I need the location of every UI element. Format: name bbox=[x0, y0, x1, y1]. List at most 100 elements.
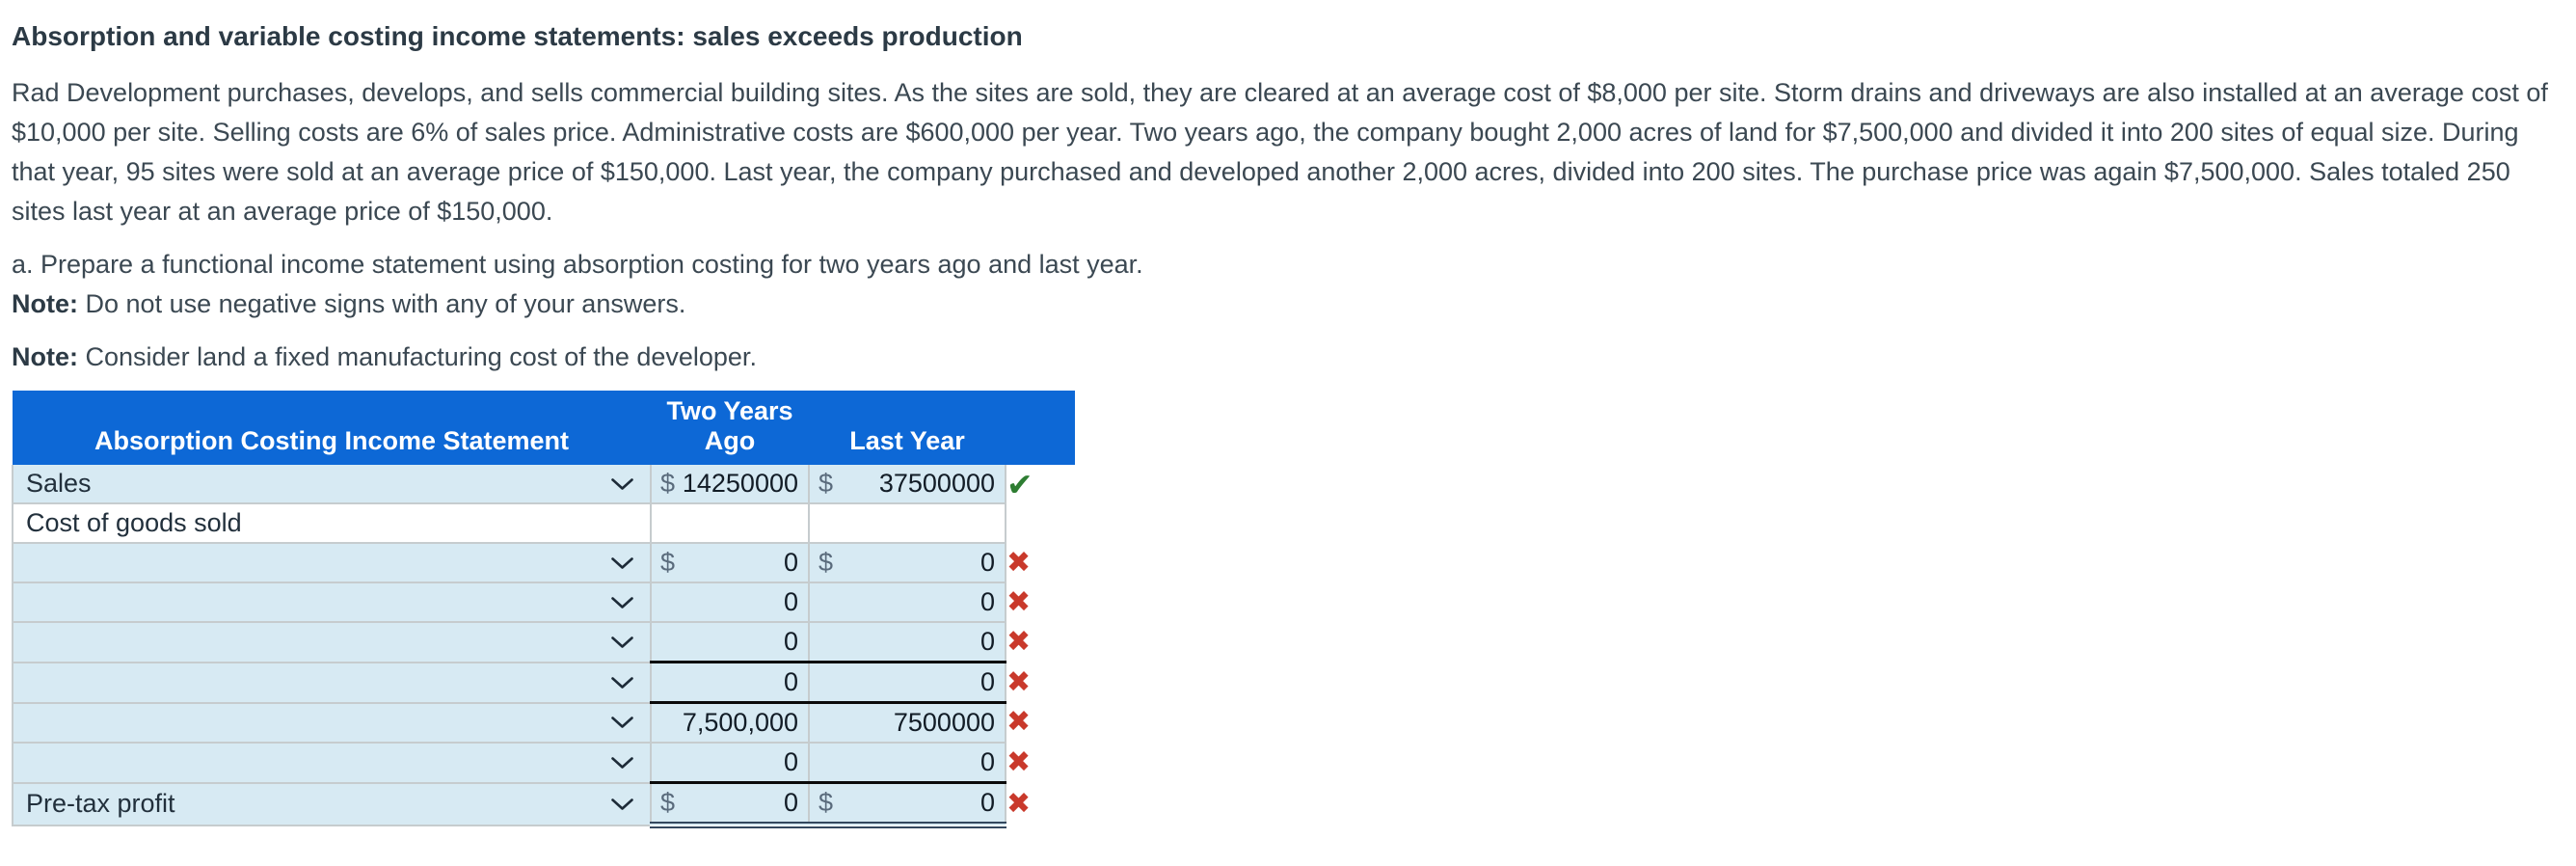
chevron-down-icon bbox=[611, 556, 633, 569]
account-label: Pre-tax profit bbox=[26, 789, 175, 818]
dollar-sign: $ bbox=[660, 469, 676, 498]
column-header-last-year: Last Year bbox=[809, 391, 1006, 465]
amount-input-two-years-ago[interactable]: 0 bbox=[650, 742, 810, 784]
account-select[interactable] bbox=[12, 701, 652, 744]
status-cell: ✖ bbox=[1006, 743, 1075, 783]
amount-value: 0 bbox=[783, 587, 798, 616]
amount-value: 0 bbox=[783, 548, 798, 577]
account-select[interactable] bbox=[12, 621, 652, 663]
amount-input-last-year[interactable]: 0 bbox=[808, 582, 1006, 623]
amount-value: 0 bbox=[979, 548, 995, 577]
x-icon: ✖ bbox=[1006, 706, 1032, 739]
amount-input-last-year[interactable]: $0 bbox=[808, 781, 1006, 828]
amount-input-two-years-ago[interactable]: $14250000 bbox=[650, 465, 810, 504]
table-header-row: Absorption Costing Income Statement Two … bbox=[13, 391, 1075, 465]
amount-value: 0 bbox=[783, 627, 798, 656]
chevron-down-icon bbox=[611, 596, 633, 609]
dollar-sign: $ bbox=[818, 469, 834, 498]
table-row: Sales $14250000 $37500000 ✔ bbox=[12, 465, 1075, 504]
amount-input-two-years-ago[interactable]: $0 bbox=[650, 781, 810, 828]
table-row: 0 0 ✖ bbox=[12, 621, 1075, 663]
account-select[interactable] bbox=[12, 661, 652, 704]
amount-input-two-years-ago[interactable]: $0 bbox=[650, 542, 810, 583]
check-icon: ✔ bbox=[1006, 466, 1033, 502]
amount-input-last-year bbox=[808, 502, 1006, 544]
note-label: Note: bbox=[12, 289, 78, 318]
status-cell: ✖ bbox=[1006, 543, 1075, 582]
account-select[interactable]: Pre-tax profit bbox=[12, 781, 652, 826]
chevron-down-icon bbox=[611, 756, 633, 769]
status-cell: ✔ bbox=[1006, 465, 1075, 503]
note-land-fixed-cost: Note: Consider land a fixed manufacturin… bbox=[12, 338, 2564, 377]
amount-input-last-year[interactable]: 0 bbox=[808, 661, 1006, 704]
chevron-down-icon bbox=[611, 798, 633, 810]
account-label-cell: Cost of goods sold bbox=[12, 502, 652, 544]
chevron-down-icon bbox=[611, 717, 633, 729]
amount-value: 0 bbox=[979, 667, 995, 696]
table-row: $0 $0 ✖ bbox=[12, 542, 1075, 583]
table-row: 7,500,000 7500000 ✖ bbox=[12, 701, 1075, 744]
dollar-sign: $ bbox=[818, 788, 834, 817]
table-row: 0 0 ✖ bbox=[12, 661, 1075, 704]
account-select[interactable] bbox=[12, 542, 652, 583]
amount-value: 37500000 bbox=[878, 469, 995, 498]
status-cell: ✖ bbox=[1006, 703, 1075, 744]
dollar-sign: $ bbox=[660, 548, 676, 577]
x-icon: ✖ bbox=[1006, 745, 1032, 778]
instruction-a: a. Prepare a functional income statement… bbox=[12, 250, 1143, 279]
x-icon: ✖ bbox=[1006, 787, 1032, 820]
amount-value: 0 bbox=[783, 788, 798, 817]
x-icon: ✖ bbox=[1006, 585, 1032, 618]
account-label: Sales bbox=[26, 469, 92, 498]
status-cell bbox=[1006, 503, 1075, 543]
amount-input-two-years-ago[interactable]: 0 bbox=[650, 621, 810, 663]
column-header-two-years-ago: Two Years Ago bbox=[651, 391, 809, 465]
amount-value: 7,500,000 bbox=[682, 708, 798, 737]
note-negative-signs: Note: Do not use negative signs with any… bbox=[12, 284, 2564, 324]
amount-input-two-years-ago[interactable]: 0 bbox=[650, 661, 810, 704]
amount-value: 0 bbox=[979, 627, 995, 656]
table-row: 0 0 ✖ bbox=[12, 742, 1075, 784]
amount-input-last-year[interactable]: 7500000 bbox=[808, 701, 1006, 744]
income-statement-table: Absorption Costing Income Statement Two … bbox=[12, 391, 1076, 828]
amount-value: 14250000 bbox=[682, 469, 798, 498]
dollar-sign: $ bbox=[660, 788, 676, 817]
page-title: Absorption and variable costing income s… bbox=[12, 21, 1023, 51]
dollar-sign: $ bbox=[818, 548, 834, 577]
account-label: Cost of goods sold bbox=[26, 508, 242, 537]
income-statement-rows: Sales $14250000 $37500000 ✔ Cost of goods so… bbox=[12, 465, 1075, 828]
table-row: 0 0 ✖ bbox=[12, 582, 1075, 623]
amount-value: 0 bbox=[783, 747, 798, 776]
note-text: Do not use negative signs with any of yo… bbox=[85, 289, 686, 318]
amount-input-two-years-ago[interactable]: 0 bbox=[650, 582, 810, 623]
amount-value: 7500000 bbox=[893, 708, 995, 737]
note-label: Note: bbox=[12, 342, 78, 371]
amount-input-last-year[interactable]: $0 bbox=[808, 542, 1006, 583]
chevron-down-icon bbox=[611, 676, 633, 689]
account-select[interactable]: Sales bbox=[12, 465, 652, 504]
status-cell: ✖ bbox=[1006, 783, 1075, 825]
status-cell: ✖ bbox=[1006, 582, 1075, 622]
amount-input-last-year[interactable]: 0 bbox=[808, 742, 1006, 784]
account-select[interactable] bbox=[12, 582, 652, 623]
table-row: Pre-tax profit $0 $0 ✖ bbox=[12, 781, 1075, 828]
x-icon: ✖ bbox=[1006, 665, 1032, 698]
column-header-status bbox=[1006, 391, 1075, 465]
amount-value: 0 bbox=[783, 667, 798, 696]
x-icon: ✖ bbox=[1006, 625, 1032, 658]
chevron-down-icon bbox=[611, 636, 633, 648]
amount-input-last-year[interactable]: $37500000 bbox=[808, 465, 1006, 504]
status-cell: ✖ bbox=[1006, 663, 1075, 703]
table-row: Cost of goods sold bbox=[12, 502, 1075, 544]
amount-value: 0 bbox=[979, 747, 995, 776]
amount-input-last-year[interactable]: 0 bbox=[808, 621, 1006, 663]
problem-statement: Rad Development purchases, develops, and… bbox=[12, 78, 2548, 226]
account-select[interactable] bbox=[12, 742, 652, 784]
column-header-statement: Absorption Costing Income Statement bbox=[13, 391, 651, 465]
amount-value: 0 bbox=[979, 587, 995, 616]
amount-value: 0 bbox=[979, 788, 995, 817]
x-icon: ✖ bbox=[1006, 546, 1032, 579]
problem-page: Absorption and variable costing income s… bbox=[12, 21, 2564, 828]
chevron-down-icon bbox=[611, 477, 633, 490]
amount-input-two-years-ago[interactable]: 7,500,000 bbox=[650, 701, 810, 744]
